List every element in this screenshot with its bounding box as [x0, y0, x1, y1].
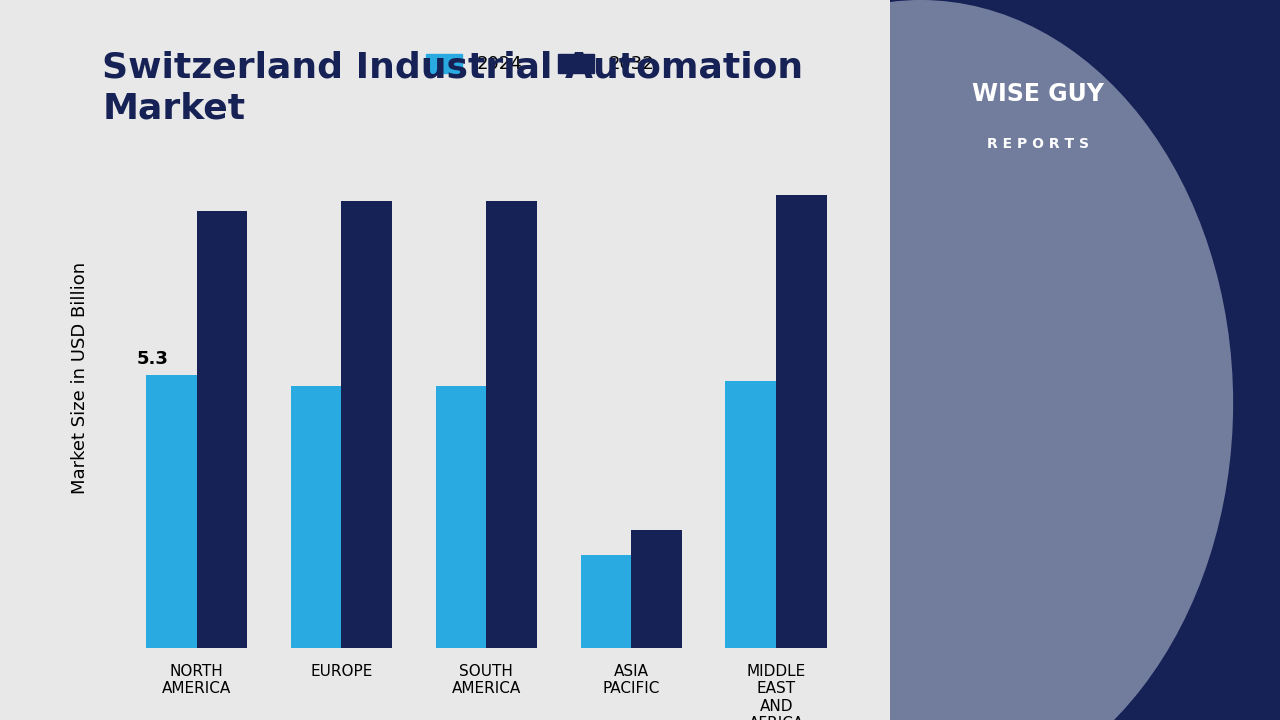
Text: WISE GUY: WISE GUY: [972, 81, 1103, 106]
Bar: [291, 386, 342, 648]
Bar: [435, 386, 486, 648]
Legend: 2024, 2032: 2024, 2032: [419, 47, 662, 81]
Bar: [581, 555, 631, 648]
Ellipse shape: [608, 0, 1233, 720]
Text: Switzerland Industrial Automation
Market: Switzerland Industrial Automation Market: [102, 50, 804, 125]
Bar: [776, 195, 827, 648]
Text: R E P O R T S: R E P O R T S: [987, 137, 1089, 151]
Bar: [342, 201, 392, 648]
Bar: [631, 530, 682, 648]
Bar: [486, 201, 538, 648]
Bar: [146, 375, 197, 648]
Bar: [197, 211, 247, 648]
Y-axis label: Market Size in USD Billion: Market Size in USD Billion: [70, 262, 88, 494]
Text: 5.3: 5.3: [137, 350, 169, 368]
Bar: [726, 381, 776, 648]
